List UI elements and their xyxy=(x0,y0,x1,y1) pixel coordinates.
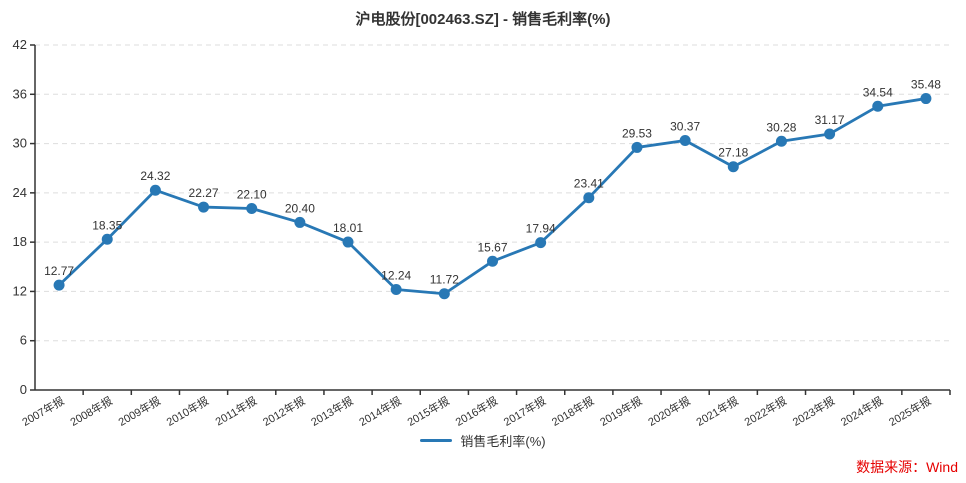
data-point-2019年报[interactable] xyxy=(631,141,643,153)
data-point-2022年报[interactable] xyxy=(775,135,787,147)
data-label-2017年报: 17.94 xyxy=(526,222,556,236)
x-tick-label-2010: 2010年报 xyxy=(164,393,211,428)
data-point-2009年报[interactable] xyxy=(149,184,161,196)
y-tick-label-30: 30 xyxy=(13,136,27,151)
data-point-2025年报[interactable] xyxy=(920,93,932,105)
data-label-2011年报: 22.10 xyxy=(237,187,267,201)
data-label-2014年报: 12.24 xyxy=(381,268,411,282)
data-label-2010年报: 22.27 xyxy=(189,186,219,200)
data-source-note: 数据来源：Wind xyxy=(856,459,958,475)
x-tick-label-2011: 2011年报 xyxy=(213,393,260,428)
data-label-2021年报: 27.18 xyxy=(718,146,748,160)
x-tick-label-2022: 2022年报 xyxy=(742,393,789,428)
x-tick-label-2020: 2020年报 xyxy=(645,393,692,428)
data-point-2015年报[interactable] xyxy=(438,288,450,300)
x-tick-label-2018: 2018年报 xyxy=(549,393,596,428)
data-point-2024年报[interactable] xyxy=(872,100,884,112)
x-tick-label-2023: 2023年报 xyxy=(790,393,837,428)
x-tick-label-2007: 2007年报 xyxy=(19,393,66,428)
data-point-2017年报[interactable] xyxy=(535,237,547,249)
legend-item-gross-margin[interactable]: 销售毛利率(%) xyxy=(0,431,966,450)
y-tick-label-18: 18 xyxy=(13,234,27,249)
data-label-2007年报: 12.77 xyxy=(44,264,74,278)
y-tick-label-36: 36 xyxy=(13,86,27,101)
legend-line-marker xyxy=(420,439,453,442)
data-label-2009年报: 24.32 xyxy=(140,169,170,183)
data-label-2020年报: 30.37 xyxy=(670,120,700,134)
x-tick-label-2024: 2024年报 xyxy=(838,393,885,428)
x-tick-label-2016: 2016年报 xyxy=(453,393,500,428)
data-label-2016年报: 15.67 xyxy=(477,240,507,254)
data-label-2015年报: 11.72 xyxy=(430,273,459,287)
chart-title: 沪电股份[002463.SZ] - 销售毛利率(%) xyxy=(355,11,611,28)
data-point-2018年报[interactable] xyxy=(583,192,595,204)
x-tick-label-2009: 2009年报 xyxy=(116,393,163,428)
data-label-2023年报: 31.17 xyxy=(815,113,845,127)
data-point-2014年报[interactable] xyxy=(390,283,402,295)
data-point-2007年报[interactable] xyxy=(53,279,65,291)
data-point-2012年报[interactable] xyxy=(294,216,306,228)
x-tick-label-2008: 2008年报 xyxy=(67,393,114,428)
x-tick-label-2017: 2017年报 xyxy=(501,393,548,428)
x-tick-label-2025: 2025年报 xyxy=(886,393,933,428)
data-label-2024年报: 34.54 xyxy=(863,85,893,99)
data-point-2010年报[interactable] xyxy=(198,201,210,213)
x-tick-label-2021: 2021年报 xyxy=(694,393,741,428)
data-point-2020年报[interactable] xyxy=(679,135,691,147)
data-label-2013年报: 18.01 xyxy=(333,221,363,235)
x-tick-label-2014: 2014年报 xyxy=(356,393,403,428)
data-point-2016年报[interactable] xyxy=(487,255,498,267)
data-label-2019年报: 29.53 xyxy=(622,126,652,140)
data-point-2013年报[interactable] xyxy=(342,236,354,248)
data-point-2023年报[interactable] xyxy=(824,128,836,140)
y-tick-label-0: 0 xyxy=(20,382,27,397)
data-point-2011年报[interactable] xyxy=(246,202,258,214)
x-tick-label-2019: 2019年报 xyxy=(597,393,644,428)
legend-label: 销售毛利率(%) xyxy=(460,434,546,449)
data-point-2021年报[interactable] xyxy=(727,161,739,173)
x-tick-label-2015: 2015年报 xyxy=(405,393,452,428)
x-tick-label-2012: 2012年报 xyxy=(260,393,307,428)
data-label-2022年报: 30.28 xyxy=(766,120,796,134)
data-label-2012年报: 20.40 xyxy=(285,201,315,215)
data-label-2018年报: 23.41 xyxy=(574,177,604,191)
data-point-2008年报[interactable] xyxy=(101,233,113,245)
x-tick-label-2013: 2013年报 xyxy=(308,393,355,428)
data-label-2025年报: 35.48 xyxy=(911,78,941,92)
data-label-2008年报: 18.35 xyxy=(92,218,122,232)
y-tick-label-24: 24 xyxy=(13,185,27,200)
y-tick-label-12: 12 xyxy=(13,283,27,298)
y-tick-label-42: 42 xyxy=(13,37,27,52)
y-tick-label-6: 6 xyxy=(20,333,27,348)
